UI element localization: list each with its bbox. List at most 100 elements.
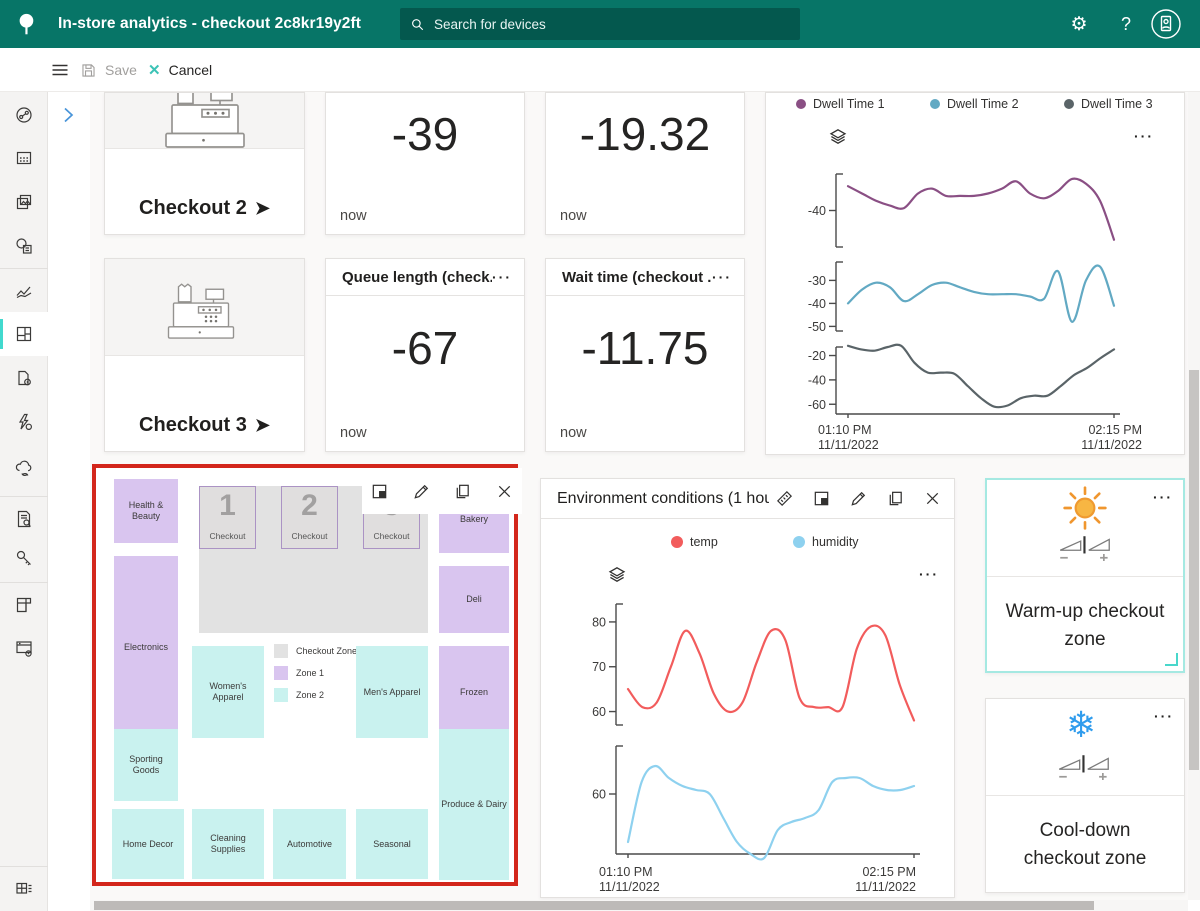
save-button[interactable]: Save <box>80 56 137 84</box>
account-badge-icon[interactable] <box>1148 0 1184 48</box>
dwell-time-3-plot: -20 -40 -60 <box>786 343 1126 418</box>
duplicate-copy-icon[interactable] <box>886 489 905 508</box>
sidebar-item-device-groups[interactable] <box>0 180 48 224</box>
sidebar-item-devices[interactable] <box>0 136 48 180</box>
tile-options-icon[interactable]: ··· <box>492 269 512 285</box>
kpi-value: -11.75 <box>581 322 709 374</box>
tile-resize-handle[interactable] <box>1165 653 1178 666</box>
legend-temp[interactable]: temp <box>671 535 718 549</box>
x-axis-start-label: 01:10 PM 11/11/2022 <box>599 865 660 894</box>
hamburger-menu-icon[interactable] <box>46 56 74 84</box>
top-header-bar: In-store analytics - checkout 2c8kr19y2f… <box>0 0 1200 48</box>
tile-checkout-2[interactable]: Checkout 2 ➤ <box>104 92 305 235</box>
device-search-box[interactable] <box>400 8 800 40</box>
tile-options-icon[interactable]: ··· <box>1153 489 1173 505</box>
cancel-button[interactable]: ✕ Cancel <box>148 62 213 79</box>
chart-options-icon[interactable]: ··· <box>919 566 939 582</box>
edit-pencil-icon[interactable] <box>849 489 868 508</box>
sidebar-item-permissions[interactable] <box>0 536 48 580</box>
window-gear-icon <box>16 641 32 657</box>
checkout-3-image <box>105 259 304 356</box>
tile-title: Environment conditions (1 hour) <box>557 489 769 507</box>
vertical-scrollbar-thumb[interactable] <box>1189 370 1199 770</box>
delete-close-icon[interactable] <box>923 489 942 508</box>
legend-dot <box>793 536 805 548</box>
app-title: In-store analytics - checkout 2c8kr19y2f… <box>58 15 362 32</box>
svg-text:-60: -60 <box>808 398 826 412</box>
delete-close-icon[interactable] <box>495 482 514 501</box>
checkout-2-link[interactable]: Checkout 2 ➤ <box>139 197 270 219</box>
tile-cool-down-command[interactable]: ··· ❄ Cool-down checkout zone <box>985 698 1185 893</box>
tile-wait-time[interactable]: Wait time (checkout ... ··· -11.75 now <box>545 258 745 452</box>
tile-header: Queue length (check... ··· <box>326 259 524 296</box>
legend-dwell-time-1[interactable]: Dwell Time 1 <box>796 97 885 111</box>
legend-dwell-time-2[interactable]: Dwell Time 2 <box>930 97 1019 111</box>
checkout-3-link[interactable]: Checkout 3 ➤ <box>139 414 270 436</box>
tile-edit-toolbar <box>362 468 522 514</box>
resize-tile-icon[interactable] <box>812 489 831 508</box>
devices-icon <box>16 151 32 165</box>
expand-panel-chevron-icon[interactable] <box>57 104 79 126</box>
sidebar-item-rules[interactable] <box>0 400 48 444</box>
sidebar-item-jobs[interactable] <box>0 356 48 400</box>
search-icon <box>412 18 424 30</box>
legend-dwell-time-3[interactable]: Dwell Time 3 <box>1064 97 1153 111</box>
legend-humidity[interactable]: humidity <box>793 535 859 549</box>
floorplan-legend-zone-2: Zone 2 <box>274 688 324 702</box>
sidebar-item-data-explorer[interactable] <box>0 268 48 312</box>
layers-icon[interactable] <box>828 127 848 147</box>
file-gear-icon <box>18 370 31 386</box>
tile-checkout-3[interactable]: ··· Checkout 3➤ <box>104 258 305 452</box>
tile-kpi-19-32[interactable]: -19.32 now <box>545 92 745 235</box>
layers-icon[interactable] <box>607 565 627 585</box>
sidebar-item-data-export[interactable] <box>0 446 48 490</box>
zone-sporting-goods: Sporting Goods <box>114 729 178 801</box>
chart-options-icon[interactable]: ··· <box>1134 128 1154 144</box>
sidebar-item-audit-logs[interactable] <box>0 496 48 540</box>
legend-dot <box>671 536 683 548</box>
legend-dot <box>796 99 806 109</box>
tile-title: Queue length (check... <box>342 268 492 286</box>
kpi-value: -39 <box>391 108 459 160</box>
floorplan-checkout-1: 1 Checkout <box>199 486 256 549</box>
edit-pencil-icon[interactable] <box>412 482 431 501</box>
legend-dot <box>1064 99 1074 109</box>
tile-queue-length[interactable]: Queue length (check... ··· -67 now <box>325 258 525 452</box>
svg-text:60: 60 <box>592 788 606 802</box>
tile-kpi-39[interactable]: -39 now <box>325 92 525 235</box>
level-slider-icon[interactable] <box>1056 751 1112 781</box>
zone-health-beauty: Health & Beauty <box>114 479 178 543</box>
tile-environment-conditions[interactable]: Environment conditions (1 hour) <box>540 478 955 898</box>
vertical-scrollbar[interactable] <box>1188 92 1200 900</box>
svg-text:-40: -40 <box>808 204 826 218</box>
cool-down-label: Cool-down checkout zone <box>1023 820 1147 869</box>
sidebar-item-overview[interactable] <box>0 93 48 137</box>
tile-options-icon[interactable]: ··· <box>1154 708 1174 724</box>
horizontal-scrollbar-thumb[interactable] <box>94 901 1094 910</box>
level-slider-icon[interactable] <box>1057 532 1113 562</box>
svg-text:-30: -30 <box>808 274 826 288</box>
sidebar-item-device-templates[interactable] <box>0 224 48 268</box>
sidebar-item-customization[interactable] <box>0 582 48 626</box>
tile-dwell-time-chart[interactable]: Dwell Time 1 Dwell Time 2 Dwell Time 3 ·… <box>765 92 1185 455</box>
query-ruler-icon[interactable] <box>775 489 794 508</box>
horizontal-scrollbar[interactable] <box>90 900 1188 911</box>
x-axis-end-label: 02:15 PM 11/11/2022 <box>855 865 916 894</box>
sidebar-item-application[interactable] <box>0 626 48 670</box>
svg-text:80: 80 <box>592 615 606 629</box>
warm-up-visual: ··· <box>987 480 1183 577</box>
duplicate-copy-icon[interactable] <box>453 482 472 501</box>
kpi-value: -19.32 <box>579 108 711 160</box>
tile-warm-up-command[interactable]: ··· <box>985 478 1185 673</box>
search-input[interactable] <box>434 16 790 32</box>
help-icon[interactable]: ? <box>1120 13 1131 34</box>
sidebar-item-dashboards[interactable] <box>0 312 48 356</box>
settings-gear-icon[interactable]: ⚙ <box>1070 13 1088 35</box>
iot-central-logo-icon[interactable] <box>14 11 40 37</box>
collapsed-panel-strip <box>48 92 90 911</box>
sidebar-item-edit-layout[interactable] <box>0 866 48 910</box>
resize-tile-icon[interactable] <box>370 482 389 501</box>
tile-options-icon[interactable]: ··· <box>712 269 732 285</box>
kpi-timestamp: now <box>340 425 367 441</box>
